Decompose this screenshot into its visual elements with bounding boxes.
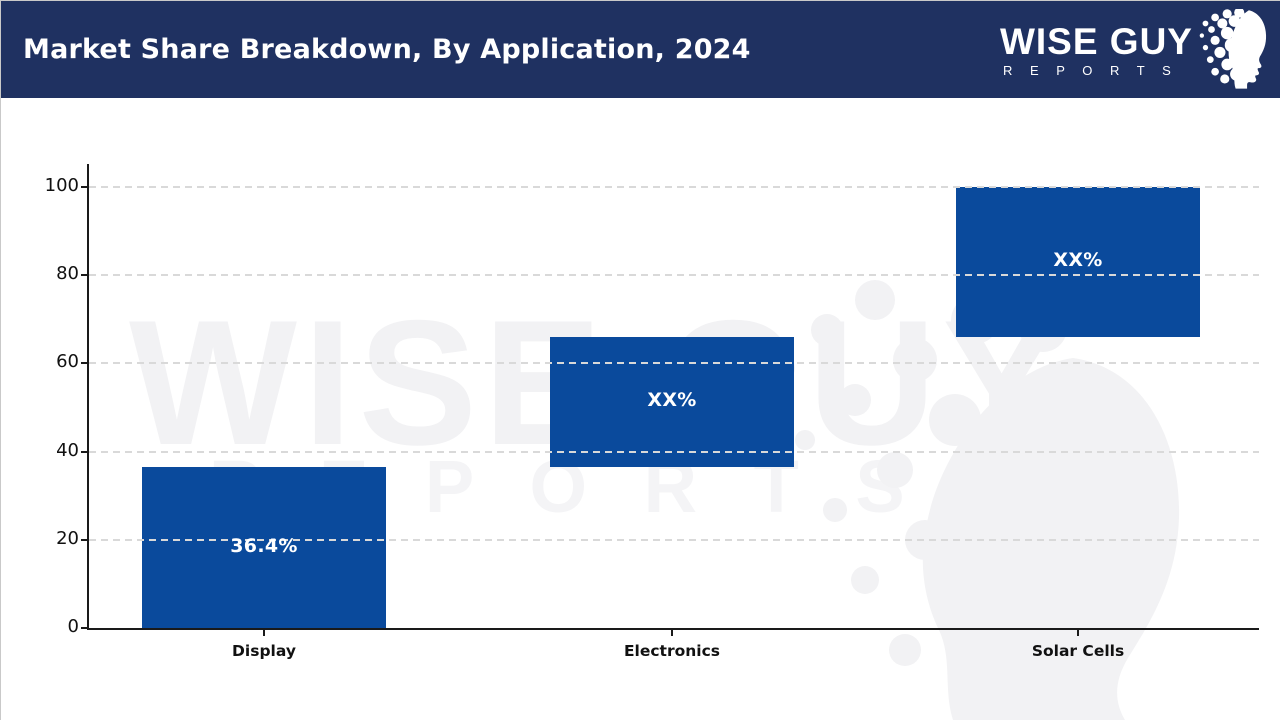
y-axis-tick	[81, 450, 89, 453]
bar-segment-solar-cells	[956, 187, 1200, 337]
brand-logo: WISE GUY R E P O R T S	[1000, 9, 1269, 91]
page-title: Market Share Breakdown, By Application, …	[23, 34, 751, 65]
y-axis-tick-label: 100	[44, 175, 79, 196]
y-axis-line	[87, 164, 89, 630]
bar-value-label: XX%	[1053, 248, 1103, 271]
logo-subtext: R E P O R T S	[1002, 62, 1178, 78]
gridline-60	[89, 362, 1259, 365]
logo-wordmark: WISE GUY	[999, 20, 1193, 62]
brand-logo-text: WISE GUY R E P O R T S	[1000, 23, 1193, 78]
gridline-100	[89, 186, 1259, 188]
bar-value-label: XX%	[647, 389, 697, 412]
x-axis-tick-label: Display	[232, 642, 296, 660]
bar-segment-display	[142, 467, 386, 628]
y-axis-tick-label: 80	[56, 263, 79, 285]
chart-canvas: WISE GUY R E P O R T S 0 20 40 60 80 100 Displ…	[1, 98, 1280, 720]
bar-value-label: 36.4%	[230, 534, 298, 557]
y-axis-tick	[81, 186, 89, 188]
x-axis-tick	[671, 628, 673, 636]
x-axis-tick-label: Electronics	[623, 642, 721, 660]
y-axis-tick-label: 20	[56, 527, 79, 549]
y-axis-tick	[81, 362, 89, 365]
y-axis-tick-label: 0	[67, 616, 79, 637]
y-axis-tick-label: 40	[56, 439, 79, 461]
plot-region: 0 20 40 60 80 100 Display Electronics Solar Cell…	[1, 98, 1280, 720]
y-axis-tick	[81, 538, 89, 541]
x-axis-line	[87, 628, 1259, 630]
logo-face-icon	[1199, 9, 1267, 89]
x-axis-tick	[263, 628, 265, 636]
y-axis-tick-label: 60	[56, 351, 79, 373]
gridline-20	[89, 538, 1259, 541]
y-axis-tick	[81, 274, 89, 277]
gridline-40	[89, 450, 1259, 453]
gridline-80	[89, 274, 1259, 277]
bar-segment-electronics	[550, 336, 794, 468]
x-axis-tick-label: Solar Cells	[1031, 642, 1125, 660]
x-axis-tick	[1077, 628, 1079, 636]
y-axis-tick	[81, 627, 89, 629]
header: Market Share Breakdown, By Application, …	[1, 1, 1280, 98]
